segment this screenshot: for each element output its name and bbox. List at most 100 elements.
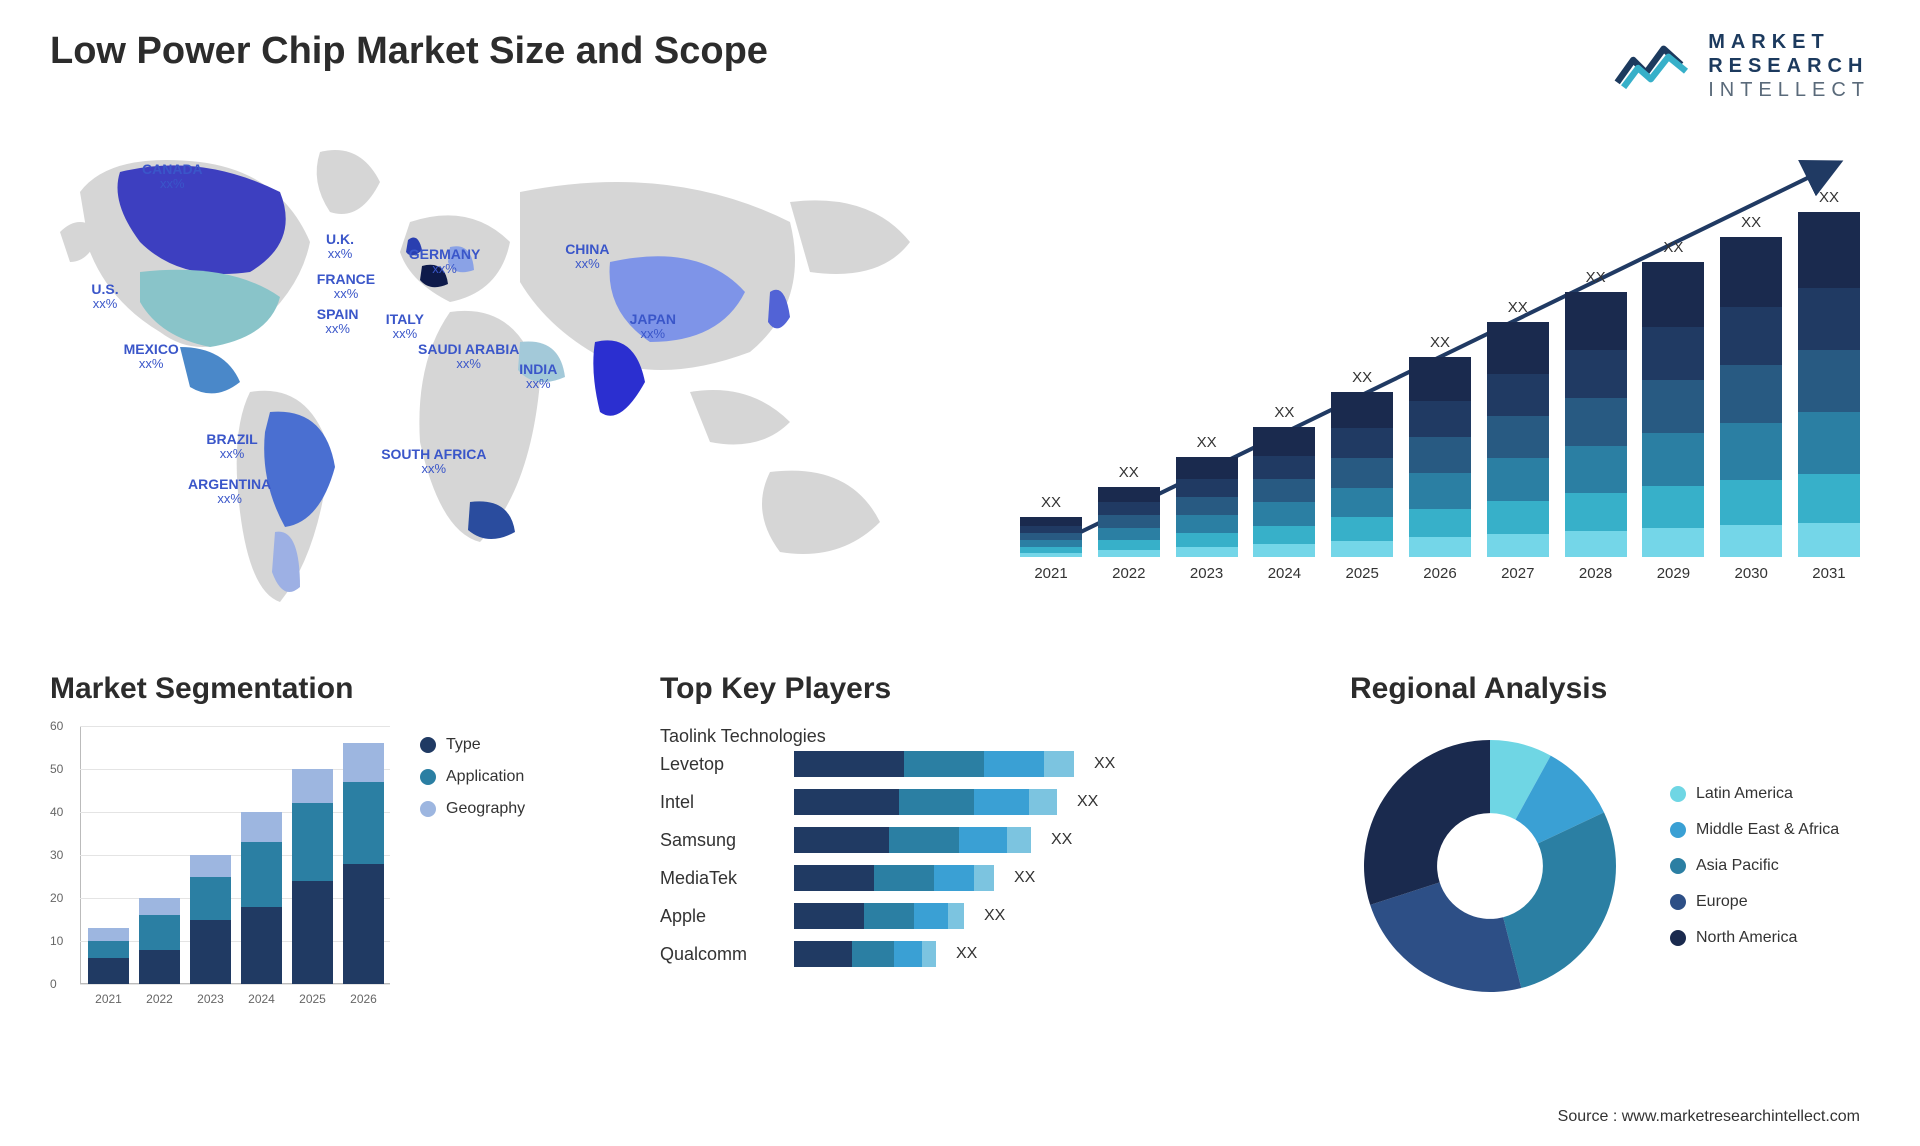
- growth-bar-segment: [1487, 501, 1549, 534]
- regional-legend: Latin AmericaMiddle East & AfricaAsia Pa…: [1670, 785, 1839, 947]
- player-bar-segment: [959, 827, 1007, 853]
- map-label: MEXICOxx%: [124, 342, 179, 372]
- growth-bar-segment: [1798, 412, 1860, 474]
- player-row: Intel XX: [660, 789, 1300, 815]
- segmentation-xtick: 2021: [88, 992, 129, 1006]
- segmentation-bar-segment: [190, 855, 231, 877]
- segmentation-xtick: 2026: [343, 992, 384, 1006]
- legend-item: Asia Pacific: [1670, 857, 1839, 875]
- growth-bar-segment: [1253, 502, 1315, 525]
- player-name: MediaTek: [660, 868, 780, 889]
- legend-label: Middle East & Africa: [1696, 821, 1839, 839]
- regional-donut: [1350, 726, 1630, 1006]
- player-bar-segment: [794, 827, 889, 853]
- donut-slice: [1370, 882, 1521, 992]
- player-bar-segment: [899, 789, 974, 815]
- map-label: CHINAxx%: [565, 242, 609, 272]
- map-region-mexico: [180, 347, 240, 393]
- growth-bar-segment: [1409, 401, 1471, 437]
- segmentation-bar-segment: [88, 928, 129, 941]
- map-label: SPAINxx%: [317, 307, 359, 337]
- segmentation-bar-segment: [139, 950, 180, 984]
- segmentation-bar-segment: [190, 877, 231, 920]
- player-bar-segment: [794, 865, 874, 891]
- segmentation-bar: [88, 928, 129, 984]
- growth-bar-segment: [1720, 525, 1782, 557]
- map-label: BRAZILxx%: [206, 432, 257, 462]
- growth-bar-year: 2030: [1734, 565, 1767, 582]
- logo-line3: INTELLECT: [1708, 78, 1870, 102]
- growth-bar-year: 2028: [1579, 565, 1612, 582]
- player-value: XX: [1094, 755, 1115, 773]
- player-bar-segment: [1007, 827, 1031, 853]
- segmentation-legend: TypeApplicationGeography: [420, 726, 525, 1006]
- map-label: GERMANYxx%: [409, 247, 481, 277]
- growth-bar-segment: [1565, 446, 1627, 494]
- segmentation-bar-segment: [88, 958, 129, 984]
- growth-bar-segment: [1253, 427, 1315, 456]
- growth-bar-segment: [1098, 502, 1160, 515]
- growth-bar-segment: [1020, 533, 1082, 540]
- growth-bar-segment: [1487, 374, 1549, 416]
- segmentation-bar: [190, 855, 231, 984]
- player-bar: [794, 751, 1074, 777]
- player-bar-segment: [1044, 751, 1074, 777]
- player-name: Samsung: [660, 830, 780, 851]
- world-map-svg: [50, 132, 970, 632]
- growth-bar-segment: [1720, 480, 1782, 525]
- donut-slice: [1364, 740, 1490, 905]
- growth-bar-value: XX: [1197, 434, 1217, 451]
- map-label: ITALYxx%: [386, 312, 424, 342]
- player-bar-segment: [852, 941, 894, 967]
- growth-bar: XX2030: [1720, 214, 1782, 582]
- player-name: Intel: [660, 792, 780, 813]
- growth-bar-segment: [1020, 553, 1082, 557]
- growth-bar-segment: [1253, 544, 1315, 557]
- growth-bar-segment: [1331, 541, 1393, 558]
- growth-bar-segment: [1176, 547, 1238, 557]
- growth-bar-value: XX: [1119, 464, 1139, 481]
- growth-bar-segment: [1409, 509, 1471, 537]
- growth-bar-year: 2026: [1423, 565, 1456, 582]
- growth-bar-segment: [1642, 528, 1704, 558]
- legend-swatch-icon: [1670, 822, 1686, 838]
- legend-swatch-icon: [1670, 786, 1686, 802]
- players-header: Taolink Technologies: [660, 726, 1300, 747]
- growth-bar-segment: [1253, 526, 1315, 544]
- legend-swatch-icon: [1670, 858, 1686, 874]
- growth-bar: XX2025: [1331, 369, 1393, 582]
- segmentation-bar-segment: [292, 881, 333, 984]
- legend-label: Asia Pacific: [1696, 857, 1779, 875]
- source-attribution: Source : www.marketresearchintellect.com: [1558, 1108, 1860, 1126]
- legend-swatch-icon: [420, 801, 436, 817]
- growth-bar-segment: [1565, 350, 1627, 398]
- segmentation-bar-segment: [343, 782, 384, 864]
- growth-bar-segment: [1720, 365, 1782, 423]
- growth-bar-value: XX: [1508, 299, 1528, 316]
- growth-bar-segment: [1565, 531, 1627, 558]
- regional-panel: Regional Analysis Latin AmericaMiddle Ea…: [1350, 672, 1870, 1006]
- player-row: LevetopXX: [660, 751, 1300, 777]
- players-list: LevetopXX Intel XX Samsung XX MediaTek XX Apple…: [660, 751, 1300, 967]
- regional-title: Regional Analysis: [1350, 672, 1870, 706]
- growth-bar-value: XX: [1663, 239, 1683, 256]
- legend-item: Europe: [1670, 893, 1839, 911]
- segmentation-ytick: 60: [50, 719, 63, 733]
- growth-bar-segment: [1331, 517, 1393, 540]
- growth-bar-value: XX: [1274, 404, 1294, 421]
- legend-item: North America: [1670, 929, 1839, 947]
- growth-bar-segment: [1798, 350, 1860, 412]
- player-name: Apple: [660, 906, 780, 927]
- segmentation-ytick: 50: [50, 762, 63, 776]
- player-row: AppleXX: [660, 903, 1300, 929]
- player-bar-segment: [794, 789, 899, 815]
- growth-bar: XX2028: [1565, 269, 1627, 582]
- segmentation-bar-segment: [241, 907, 282, 984]
- growth-bar-segment: [1798, 523, 1860, 558]
- segmentation-ytick: 0: [50, 977, 57, 991]
- growth-bar: XX2021: [1020, 494, 1082, 582]
- legend-swatch-icon: [420, 769, 436, 785]
- player-value: XX: [1077, 793, 1098, 811]
- growth-bar-segment: [1642, 327, 1704, 380]
- growth-bar: XX2023: [1176, 434, 1238, 582]
